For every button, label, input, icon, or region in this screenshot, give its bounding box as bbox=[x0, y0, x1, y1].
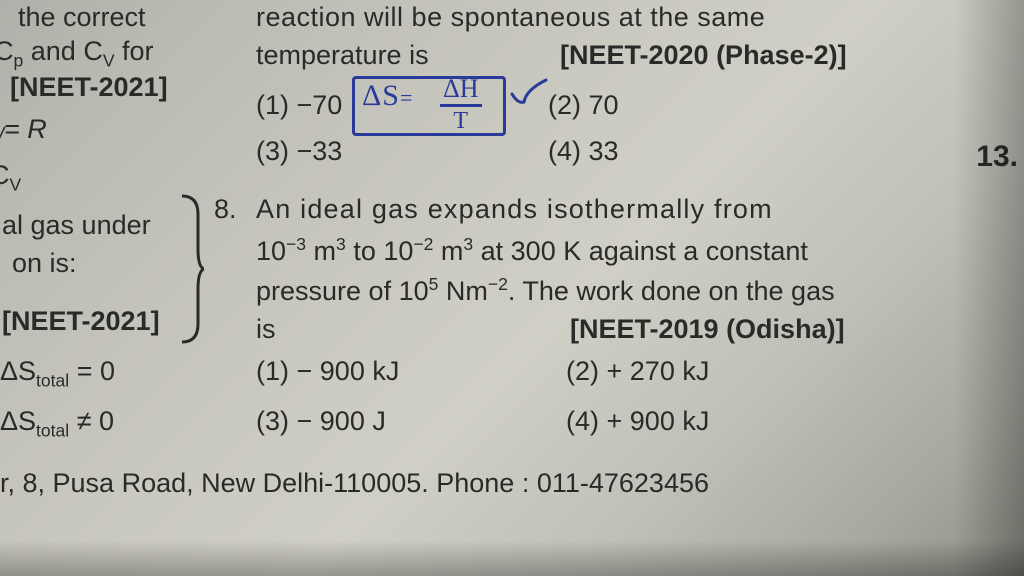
cv-line: CV bbox=[0, 160, 21, 195]
gas-under: al gas under bbox=[2, 210, 151, 241]
delta-s-eq-0: ΔStotal = 0 bbox=[0, 356, 115, 391]
delta-s-ne-0: ΔStotal ≠ 0 bbox=[0, 406, 114, 441]
q7-opt1-val: −70 bbox=[297, 90, 343, 120]
q7-opt4: (4) 33 bbox=[548, 136, 619, 167]
q8-l2: 10−3 m3 to 10−2 m3 at 300 K against a co… bbox=[256, 234, 808, 267]
ds-rhs-1: = 0 bbox=[69, 356, 115, 386]
q8-opt4-val: + 900 kJ bbox=[607, 406, 710, 436]
r-symbol: R bbox=[20, 114, 47, 144]
q7-source: [NEET-2020 (Phase-2)] bbox=[560, 40, 847, 71]
q7-line2: temperature is bbox=[256, 40, 429, 71]
q7-opt4-val: 33 bbox=[589, 136, 619, 166]
for-word: for bbox=[115, 36, 154, 66]
q8-opt3: (3) − 900 J bbox=[256, 406, 386, 437]
ds-rhs-2: ≠ 0 bbox=[69, 406, 114, 436]
right-question-number: 13. bbox=[976, 140, 1018, 174]
pen-ds: ΔS bbox=[362, 79, 400, 112]
ds-sym-1: ΔS bbox=[0, 356, 36, 386]
q8-opt3-val: − 900 J bbox=[297, 406, 386, 436]
q7-opt1-num: (1) bbox=[256, 90, 289, 120]
q8-number: 8. bbox=[214, 194, 237, 225]
pen-dh: ΔH bbox=[440, 76, 482, 107]
on-is: on is: bbox=[12, 248, 77, 279]
ds-sub-2: total bbox=[36, 420, 69, 440]
cp-sub: p bbox=[14, 50, 24, 70]
neet-2021-tag-2: [NEET-2021] bbox=[2, 306, 160, 337]
pen-delta-s: ΔS= bbox=[362, 79, 413, 113]
cv-sub: V bbox=[103, 50, 115, 70]
textbook-page: the correct Cp and CV for [NEET-2021] /=… bbox=[0, 0, 1024, 576]
q7-opt2: (2) 70 bbox=[548, 90, 619, 121]
ds-sub-1: total bbox=[36, 370, 69, 390]
closing-bracket bbox=[178, 194, 204, 344]
q8-opt1: (1) − 900 kJ bbox=[256, 356, 399, 387]
left-cp-cv: Cp and CV for bbox=[0, 36, 154, 71]
q7-opt3-val: −33 bbox=[297, 136, 343, 166]
cv-sub2: V bbox=[10, 174, 22, 194]
q8-opt2: (2) + 270 kJ bbox=[566, 356, 709, 387]
ds-sym-2: ΔS bbox=[0, 406, 36, 436]
pen-fraction: ΔH T bbox=[440, 76, 482, 133]
q7-opt2-num: (2) bbox=[548, 90, 581, 120]
q8-l1: An ideal gas expands isothermally from bbox=[256, 194, 773, 225]
and-cv: and C bbox=[23, 36, 103, 66]
q7-opt1: (1) −70 bbox=[256, 90, 342, 121]
q8-opt1-num: (1) bbox=[256, 356, 289, 386]
q8-opt1-val: − 900 kJ bbox=[297, 356, 400, 386]
pen-t: T bbox=[440, 107, 482, 133]
pen-tick-icon bbox=[510, 80, 550, 110]
q8-l3: pressure of 105 Nm−2. The work done on t… bbox=[256, 274, 835, 307]
eq-r: /= R bbox=[0, 114, 47, 148]
q7-opt3: (3) −33 bbox=[256, 136, 342, 167]
q7-opt3-num: (3) bbox=[256, 136, 289, 166]
q8-opt4: (4) + 900 kJ bbox=[566, 406, 709, 437]
footer-address: r, 8, Pusa Road, New Delhi-110005. Phone… bbox=[0, 468, 709, 499]
q8-opt2-val: + 270 kJ bbox=[607, 356, 710, 386]
q7-opt2-val: 70 bbox=[589, 90, 619, 120]
q7-opt4-num: (4) bbox=[548, 136, 581, 166]
q8-l4: is bbox=[256, 314, 276, 345]
eq-sign: = bbox=[4, 114, 20, 144]
pen-eq: = bbox=[400, 85, 413, 110]
left-line-correct: the correct bbox=[18, 2, 146, 33]
q8-opt4-num: (4) bbox=[566, 406, 599, 436]
book-bottom-shadow bbox=[0, 540, 1024, 576]
q8-source: [NEET-2019 (Odisha)] bbox=[570, 314, 845, 345]
q7-line1: reaction will be spontaneous at the same bbox=[256, 2, 765, 33]
q8-opt2-num: (2) bbox=[566, 356, 599, 386]
q8-opt3-num: (3) bbox=[256, 406, 289, 436]
neet-2021-tag-1: [NEET-2021] bbox=[10, 72, 168, 103]
